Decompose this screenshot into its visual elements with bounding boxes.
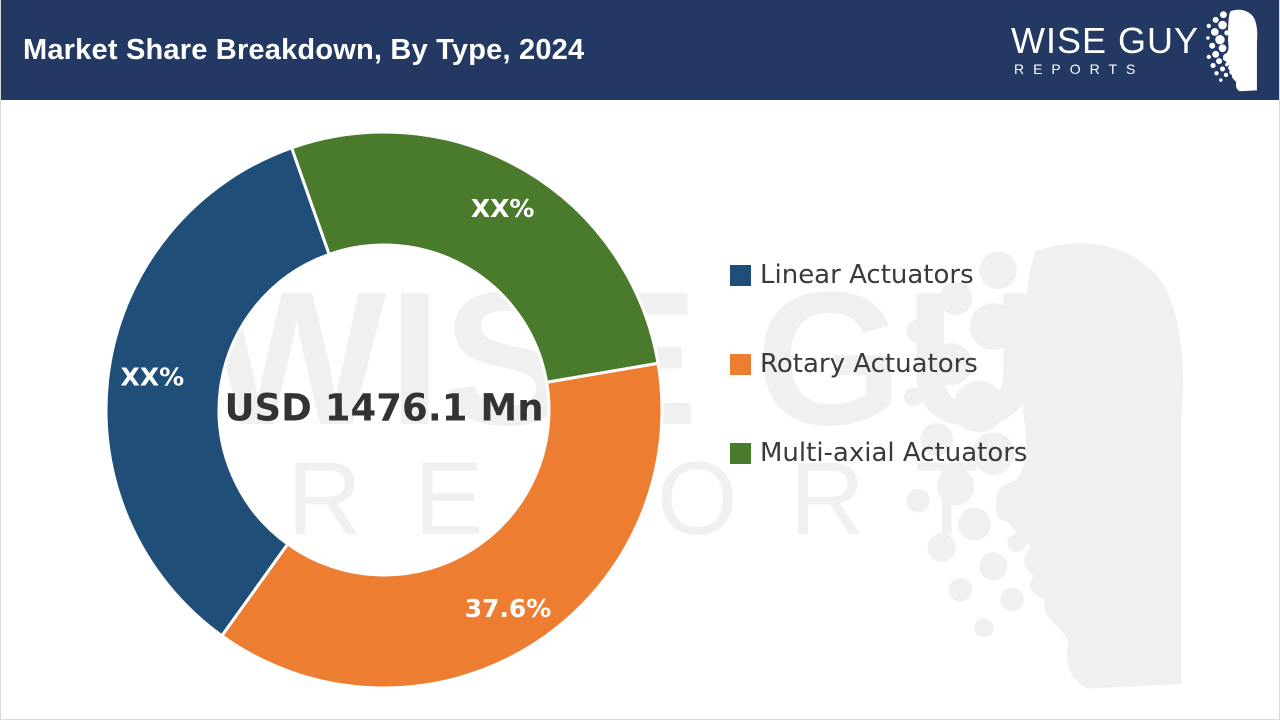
page-title: Market Share Breakdown, By Type, 2024 bbox=[23, 33, 585, 66]
legend-item-multi-axial-actuators: Multi-axial Actuators bbox=[730, 438, 1027, 468]
legend-swatch-rotary-actuators bbox=[730, 353, 751, 375]
logo-text: WISE GUY REPORTS bbox=[1010, 20, 1199, 78]
logo-reports-text: REPORTS bbox=[1013, 61, 1145, 77]
header: Market Share Breakdown, By Type, 2024 WI… bbox=[1, 0, 1279, 100]
legend-item-linear-actuators: Linear Actuators bbox=[730, 260, 1027, 290]
pie-slice-linear-actuators bbox=[104, 145, 332, 638]
pie-slice-rotary-actuators bbox=[219, 361, 664, 690]
slice-label-rotary-actuators: 37.6% bbox=[465, 594, 552, 623]
legend-swatch-linear-actuators bbox=[730, 264, 751, 286]
face-profile-icon bbox=[1206, 9, 1258, 92]
legend: Linear Actuators Rotary Actuators Multi-ax… bbox=[730, 260, 1027, 527]
legend-item-rotary-actuators: Rotary Actuators bbox=[730, 349, 1027, 379]
watermark-face-icon bbox=[904, 243, 1184, 689]
slice-label-multi-axial-actuators: XX% bbox=[471, 194, 535, 223]
pie-slice-multi-axial-actuators bbox=[289, 130, 660, 384]
legend-label-linear-actuators: Linear Actuators bbox=[760, 260, 974, 290]
legend-label-rotary-actuators: Rotary Actuators bbox=[760, 349, 978, 379]
wiseguy-logo: WISE GUY REPORTS bbox=[1011, 7, 1263, 93]
total-value: USD 1476.1 Mn bbox=[224, 386, 544, 430]
slice-label-linear-actuators: XX% bbox=[121, 362, 185, 391]
logo-brand-text: WISE GUY bbox=[1010, 20, 1199, 61]
chart-area: WISE GUY REPORTS XX% 37.6% XX% USD 1476.1 … bbox=[1, 100, 1279, 719]
legend-label-multi-axial-actuators: Multi-axial Actuators bbox=[760, 438, 1028, 468]
donut-chart: XX% 37.6% XX% bbox=[104, 130, 664, 690]
legend-swatch-multi-axial-actuators bbox=[730, 442, 751, 464]
